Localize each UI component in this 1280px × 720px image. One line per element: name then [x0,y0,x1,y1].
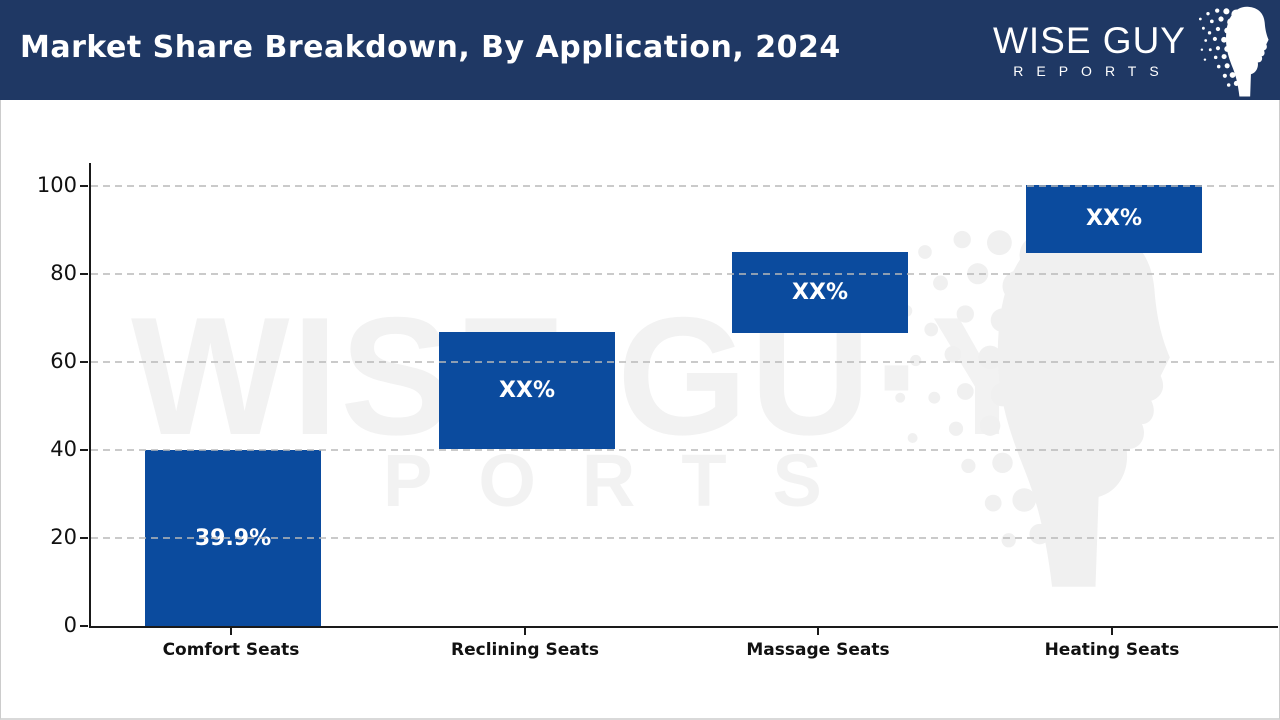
y-tick-label: 80 [50,260,77,285]
bar-heating-seats: XX% [1026,184,1202,253]
watermark-subtext: PORTS [383,439,868,522]
logo-text: WISE GUY REPORTS [993,20,1186,79]
x-category-label: Heating Seats [1044,640,1180,660]
chart-title: Market Share Breakdown, By Application, … [20,30,841,65]
y-tick-label: 60 [50,348,77,373]
y-tick-label: 40 [50,436,77,461]
plot-area: 39.9% XX% XX% XX% [89,163,1278,628]
bar-value-label: XX% [499,378,555,404]
bar-value-label: XX% [792,280,848,306]
y-tick-mark [80,448,88,451]
x-tick-mark [1111,627,1113,635]
gridline [91,272,1278,275]
y-tick-mark [80,625,88,627]
x-category-label: Massage Seats [746,640,890,660]
y-tick-mark [80,272,88,275]
x-tick-mark [230,627,232,635]
x-category-label: Comfort Seats [162,640,300,660]
logo-subtext: REPORTS [1013,63,1172,79]
x-tick-mark [524,627,526,635]
y-tick-label: 0 [63,613,77,637]
y-tick-label: 20 [50,524,77,549]
gridline [91,448,1278,451]
x-category-label: Reclining Seats [451,640,599,660]
y-tick-mark [80,536,88,539]
logo-wordmark: WISE GUY [992,20,1186,61]
gridline [91,360,1278,363]
y-tick-mark [80,184,88,187]
gridline [91,536,1278,539]
bar-reclining-seats: XX% [439,332,615,450]
chart-area: WISE GU·Y PORTS 39.9% XX% XX% XX% 0 20 40 60 80… [0,100,1280,720]
header-bar: Market Share Breakdown, By Application, … [0,0,1280,100]
logo-face-icon [1190,6,1272,98]
y-tick-mark [80,360,88,363]
bar-value-label: XX% [1086,206,1142,232]
gridline [91,184,1278,187]
wiseguy-logo: WISE GUY REPORTS [993,4,1274,98]
y-tick-label: 100 [36,172,77,197]
bar-massage-seats: XX% [732,252,908,333]
x-tick-mark [817,627,819,635]
